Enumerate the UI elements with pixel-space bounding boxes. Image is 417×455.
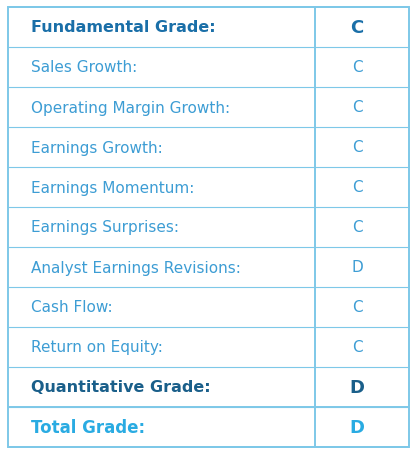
Text: Return on Equity:: Return on Equity: [31, 340, 163, 355]
Text: Earnings Growth:: Earnings Growth: [31, 140, 163, 155]
Bar [315, 248, 409, 288]
Bar [315, 88, 409, 128]
Text: C: C [352, 220, 362, 235]
Bar [315, 407, 409, 447]
Bar [315, 48, 409, 88]
Bar [8, 327, 315, 367]
Text: Operating Margin Growth:: Operating Margin Growth: [31, 100, 230, 115]
Text: C: C [352, 300, 362, 315]
Bar [315, 167, 409, 207]
Bar [8, 367, 315, 407]
Bar [315, 288, 409, 327]
Text: Fundamental Grade:: Fundamental Grade: [31, 20, 216, 35]
Text: D: D [350, 418, 365, 436]
Text: Total Grade:: Total Grade: [31, 418, 145, 436]
Bar [8, 288, 315, 327]
Text: D: D [351, 260, 363, 275]
Bar [315, 8, 409, 48]
Bar [8, 88, 315, 128]
Bar [315, 327, 409, 367]
Bar [315, 207, 409, 248]
Text: Sales Growth:: Sales Growth: [31, 61, 137, 76]
Text: C: C [352, 61, 362, 76]
Text: C: C [352, 180, 362, 195]
Text: C: C [352, 340, 362, 355]
Text: D: D [350, 378, 365, 396]
Text: Earnings Surprises:: Earnings Surprises: [31, 220, 179, 235]
Bar [8, 407, 315, 447]
Text: C: C [352, 100, 362, 115]
Bar [8, 248, 315, 288]
Bar [8, 48, 315, 88]
Bar [8, 128, 315, 167]
Text: Earnings Momentum:: Earnings Momentum: [31, 180, 194, 195]
Text: Analyst Earnings Revisions:: Analyst Earnings Revisions: [31, 260, 241, 275]
Text: Quantitative Grade:: Quantitative Grade: [31, 379, 211, 394]
Text: C: C [351, 19, 364, 37]
Bar [8, 8, 315, 48]
Bar [315, 128, 409, 167]
Bar [315, 367, 409, 407]
Text: C: C [352, 140, 362, 155]
Text: Cash Flow:: Cash Flow: [31, 300, 113, 315]
Bar [8, 207, 315, 248]
Bar [8, 167, 315, 207]
